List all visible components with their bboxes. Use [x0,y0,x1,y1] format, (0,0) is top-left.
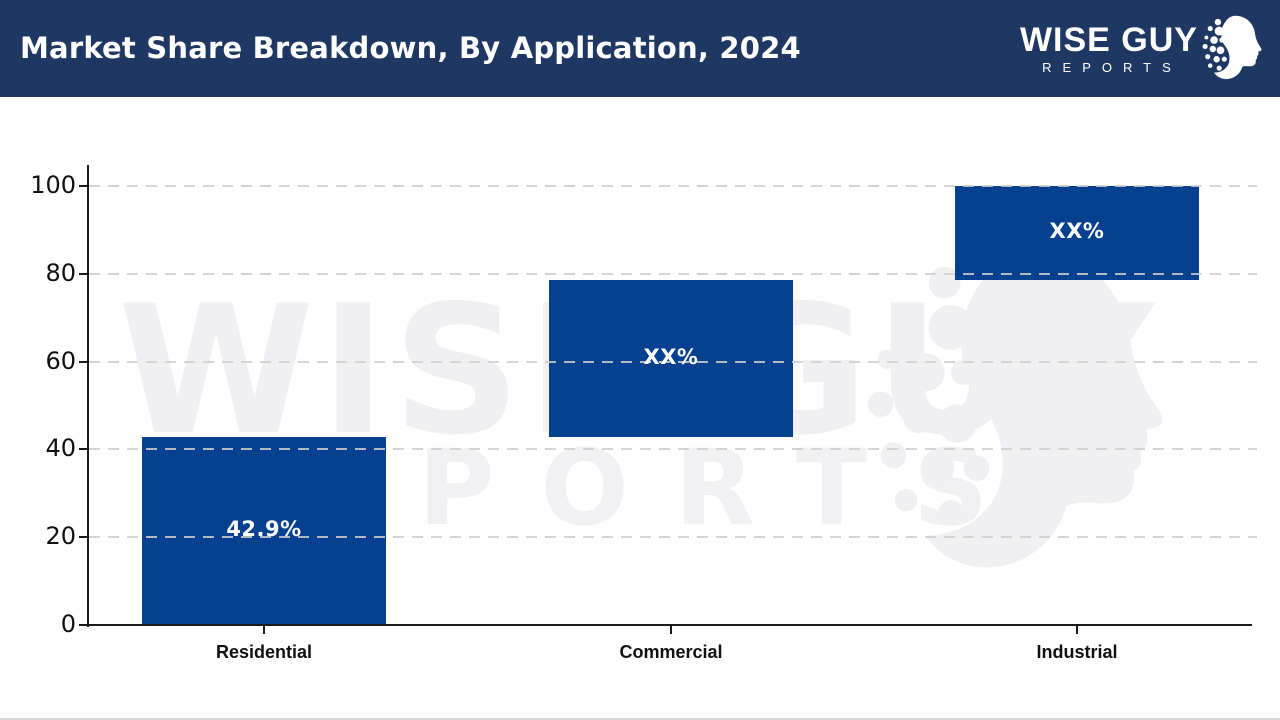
y-tick-mark [79,185,88,187]
logo-wordmark-line1: WISE GUY [1019,21,1198,59]
header: Market Share Breakdown, By Application, … [0,0,1280,97]
y-tick-mark [79,624,88,626]
y-tick-mark [79,360,88,363]
x-category-label: Commercial [619,642,723,662]
bar-value-label: XX% [1049,219,1105,244]
y-tick-mark [79,536,88,539]
y-tick-label: 40 [45,434,76,463]
y-axis-line [87,165,89,627]
x-tick-mark [263,625,265,634]
bar-residential [142,436,386,625]
wiseguy-face-icon [1202,15,1262,79]
y-tick-label: 80 [45,258,76,287]
y-tick-label: 100 [30,171,76,199]
x-axis-line [87,624,1252,626]
bottom-border [0,718,1280,720]
plot: 0 20 40 60 80 100 42.9% Residential XX% Commercia… [0,97,1280,720]
y-tick-label: 60 [45,346,76,375]
gridline [89,360,1257,363]
gridline [89,185,1257,187]
gridline [89,272,1257,275]
bar-value-label: XX% [643,344,699,369]
bar-commercial [549,280,793,437]
y-tick-label: 0 [60,610,76,638]
y-tick-label: 20 [45,522,76,551]
x-category-label: Industrial [1036,642,1118,662]
y-tick-mark [79,448,88,451]
logo-wordmark: WISE GUY REPORTS [1020,23,1198,74]
x-category-label: Residential [215,642,313,662]
chart-area: WISE GUY REPORTS 0 20 40 60 80 100 42.9% Reside… [0,97,1280,720]
logo-wordmark-line2: REPORTS [1042,60,1182,75]
bar-value-label: 42.9% [226,516,302,541]
x-tick-mark [1076,625,1078,634]
gridline [89,536,1257,539]
y-tick-mark [79,272,88,275]
x-tick-mark [670,625,672,634]
chart-title: Market Share Breakdown, By Application, … [20,30,801,65]
gridline [89,448,1257,451]
wiseguy-logo: WISE GUY REPORTS [1020,10,1264,88]
